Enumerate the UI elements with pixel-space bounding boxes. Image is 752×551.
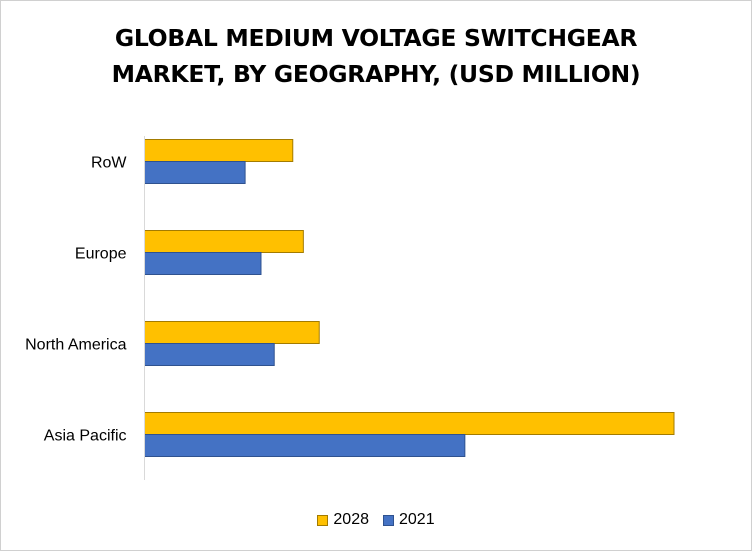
legend-label-2028: 2028 — [333, 511, 369, 528]
category-label-row: RoW — [91, 155, 127, 172]
bar-2021-asia-pacific — [144, 434, 466, 457]
bar-2028-europe — [144, 230, 304, 253]
chart-title: GLOBAL MEDIUM VOLTAGE SWITCHGEAR MARKET,… — [0, 20, 752, 92]
legend-item-2028: 2028 — [317, 511, 369, 529]
category-label-north-america: North America — [25, 337, 126, 354]
bar-2021-row — [144, 161, 246, 184]
chart-legend: 2028 2021 — [0, 509, 752, 531]
bar-2028-asia-pacific — [144, 412, 675, 435]
bar-chart-plot: RoW Europe North America Asia Pacific — [25, 136, 675, 480]
chart-title-line-2: MARKET, BY GEOGRAPHY, (USD MILLION) — [111, 60, 641, 88]
bar-2021-north-america — [144, 343, 275, 366]
legend-item-2021: 2021 — [383, 511, 435, 529]
chart-title-line-1: GLOBAL MEDIUM VOLTAGE SWITCHGEAR — [114, 24, 638, 52]
legend-swatch-2028 — [317, 514, 329, 526]
bar-2021-europe — [144, 252, 262, 275]
legend-label-2021: 2021 — [399, 511, 435, 528]
category-label-asia-pacific: Asia Pacific — [44, 428, 127, 445]
bar-2028-north-america — [144, 321, 320, 344]
legend-swatch-2021 — [383, 514, 394, 526]
bar-2028-row — [144, 139, 294, 162]
category-label-europe: Europe — [75, 246, 127, 263]
